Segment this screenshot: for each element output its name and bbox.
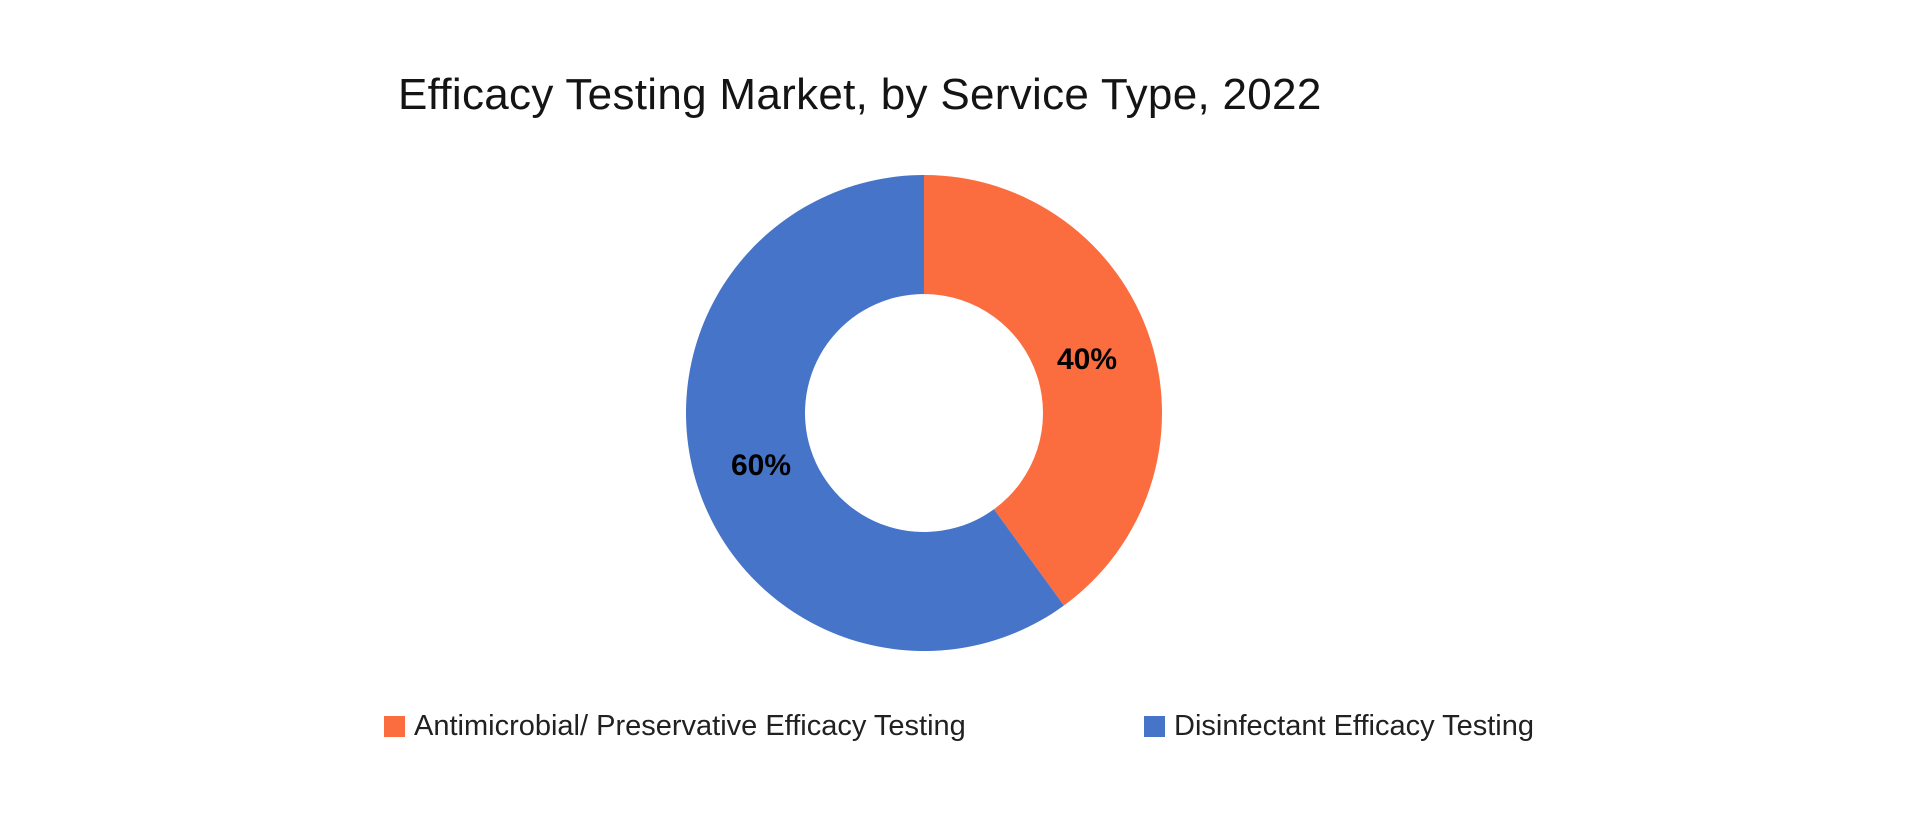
legend-swatch-blue (1144, 715, 1165, 737)
slice-percent-label-disinfectant: 60% (730, 448, 792, 482)
chart-title: Efficacy Testing Market, by Service Type… (398, 70, 1322, 119)
donut-slice-1 (686, 175, 1064, 651)
legend-item-antimicrobial: Antimicrobial/ Preservative Efficacy Tes… (384, 704, 966, 748)
legend-label-disinfectant: Disinfectant Efficacy Testing (1174, 709, 1534, 742)
donut-chart (686, 175, 1162, 651)
donut-chart-area: 40% 60% (664, 153, 1184, 673)
legend-swatch-orange (384, 715, 405, 737)
legend-label-antimicrobial: Antimicrobial/ Preservative Efficacy Tes… (414, 709, 966, 742)
legend-item-disinfectant: Disinfectant Efficacy Testing (1144, 704, 1534, 748)
slice-percent-label-antimicrobial: 40% (1056, 343, 1117, 377)
donut-slice-0 (924, 175, 1162, 606)
